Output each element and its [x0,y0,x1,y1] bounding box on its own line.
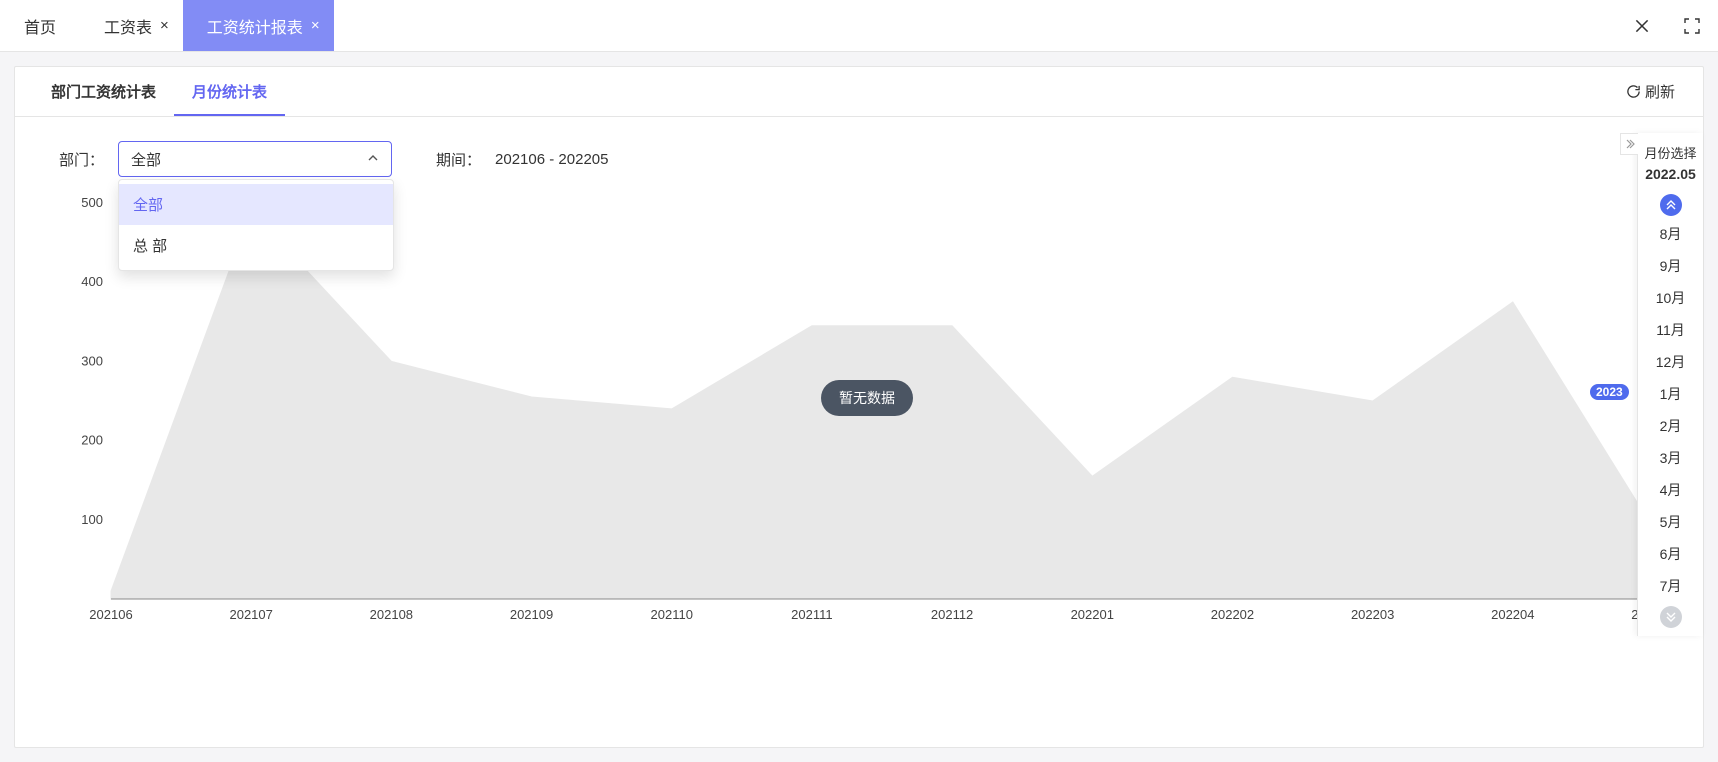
fullscreen-icon [1684,18,1700,34]
svg-text:202112: 202112 [931,607,973,622]
refresh-icon [1626,84,1641,99]
fullscreen-button[interactable] [1676,10,1708,42]
top-tab-salary-report[interactable]: 工资统计报表 × [183,0,334,51]
no-data-badge: 暂无数据 [821,380,913,416]
svg-text:202201: 202201 [1071,607,1114,622]
dept-select-dropdown: 全部 总 部 [118,179,394,271]
sub-tab-bar: 部门工资统计表 月份统计表 刷新 [15,67,1703,117]
month-option[interactable]: 5月 [1638,506,1703,538]
dept-select[interactable]: 全部 全部 总 部 [118,141,392,177]
close-icon [1633,17,1651,35]
month-option[interactable]: 10月 [1638,282,1703,314]
year-badge: 2023 [1590,384,1629,400]
dept-option-label: 全部 [133,197,163,214]
period-label: 期间： [436,149,481,170]
svg-text:202111: 202111 [791,607,832,622]
svg-text:202107: 202107 [229,607,272,622]
sub-tab-month-stats[interactable]: 月份统计表 [174,67,285,116]
month-option[interactable]: 11月 [1638,314,1703,346]
dept-option[interactable]: 总 部 [119,225,393,266]
top-tab-home[interactable]: 首页 [0,0,80,51]
svg-text:500: 500 [81,195,103,210]
top-tab-label: 工资表 [104,14,152,38]
month-option[interactable]: 3月 [1638,442,1703,474]
top-tab-label: 工资统计报表 [207,14,303,38]
dept-label: 部门： [59,149,104,170]
chevron-down-icon [1666,612,1676,622]
svg-text:200: 200 [81,433,103,448]
chevron-up-icon [1666,200,1676,210]
month-option[interactable]: 1月2023 [1638,378,1703,410]
svg-text:202109: 202109 [510,607,553,622]
refresh-label: 刷新 [1645,81,1675,102]
month-option[interactable]: 4月 [1638,474,1703,506]
period-value: 202106 - 202205 [495,151,608,168]
month-scroll-down[interactable] [1660,606,1682,628]
sub-tab-dept-stats[interactable]: 部门工资统计表 [33,67,174,116]
panel-collapse-button[interactable] [1620,133,1638,155]
close-panel-button[interactable] [1626,10,1658,42]
svg-text:202106: 202106 [89,607,132,622]
chevron-up-icon [367,151,379,168]
svg-text:202203: 202203 [1351,607,1394,622]
top-tab-label: 首页 [24,14,56,38]
svg-text:400: 400 [81,274,103,289]
month-option[interactable]: 12月 [1638,346,1703,378]
svg-text:202108: 202108 [370,607,413,622]
page-body: 部门工资统计表 月份统计表 刷新 部门： 全部 全部 总 部 期间： 20210 [0,52,1718,762]
month-list: 8月9月10月11月12月1月20232月3月4月5月6月7月 [1638,218,1703,602]
month-option[interactable]: 9月 [1638,250,1703,282]
refresh-button[interactable]: 刷新 [1626,81,1675,102]
chevron-right-icon [1625,139,1635,149]
month-option[interactable]: 8月 [1638,218,1703,250]
dept-option[interactable]: 全部 [119,184,393,225]
month-select-panel: 月份选择 2022.05 8月9月10月11月12月1月20232月3月4月5月… [1637,133,1703,636]
top-tab-bar: 首页 工资表 × 工资统计报表 × [0,0,1718,52]
month-panel-current: 2022.05 [1645,166,1696,190]
dept-option-label: 总 部 [133,238,167,255]
month-option[interactable]: 7月 [1638,570,1703,602]
sub-tab-label: 部门工资统计表 [51,84,156,101]
month-scroll-up[interactable] [1660,194,1682,216]
svg-text:202204: 202204 [1491,607,1534,622]
month-option[interactable]: 6月 [1638,538,1703,570]
month-panel-title: 月份选择 [1644,139,1696,166]
top-right-controls [1626,0,1708,52]
svg-text:300: 300 [81,353,103,368]
close-icon[interactable]: × [311,17,320,34]
svg-text:202202: 202202 [1211,607,1254,622]
dept-select-value: 全部 [131,149,161,170]
sub-tab-label: 月份统计表 [192,84,267,101]
svg-text:100: 100 [81,512,103,527]
top-tab-salary[interactable]: 工资表 × [80,0,183,51]
filter-row: 部门： 全部 全部 总 部 期间： 202106 - 202205 [15,117,1703,189]
svg-text:202110: 202110 [651,607,693,622]
month-option[interactable]: 2月 [1638,410,1703,442]
close-icon[interactable]: × [160,17,169,34]
report-card: 部门工资统计表 月份统计表 刷新 部门： 全部 全部 总 部 期间： 20210 [14,66,1704,748]
